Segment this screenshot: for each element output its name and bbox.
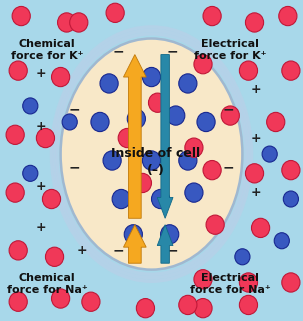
Circle shape (161, 225, 179, 244)
Circle shape (185, 138, 203, 157)
Circle shape (118, 128, 136, 148)
Circle shape (9, 241, 27, 260)
Circle shape (152, 189, 170, 209)
Circle shape (274, 233, 289, 249)
Text: +: + (35, 120, 46, 133)
Circle shape (221, 106, 239, 125)
Circle shape (23, 98, 38, 114)
Circle shape (12, 6, 30, 26)
Text: −: − (112, 243, 124, 257)
Circle shape (279, 6, 297, 26)
Circle shape (194, 299, 212, 318)
Text: Chemical
force for K⁺: Chemical force for K⁺ (11, 39, 83, 61)
Circle shape (45, 247, 64, 266)
Circle shape (106, 3, 124, 22)
Circle shape (133, 173, 152, 193)
Circle shape (100, 74, 118, 93)
Circle shape (124, 225, 142, 244)
Circle shape (179, 74, 197, 93)
Circle shape (52, 289, 70, 308)
Circle shape (206, 215, 224, 234)
Text: +: + (251, 132, 261, 144)
Circle shape (194, 270, 212, 289)
Circle shape (9, 61, 27, 80)
Text: Chemical
force for Na⁺: Chemical force for Na⁺ (7, 273, 87, 295)
Circle shape (136, 299, 155, 318)
Circle shape (167, 106, 185, 125)
Circle shape (6, 183, 24, 202)
Circle shape (103, 151, 121, 170)
Circle shape (112, 189, 130, 209)
FancyArrow shape (124, 225, 146, 263)
FancyArrow shape (124, 55, 146, 218)
Circle shape (9, 292, 27, 311)
Circle shape (251, 218, 270, 238)
Text: −: − (167, 243, 178, 257)
Circle shape (52, 67, 70, 87)
Text: Electrical
force for K⁺: Electrical force for K⁺ (194, 39, 267, 61)
Text: −: − (223, 102, 235, 116)
Circle shape (42, 189, 61, 209)
Circle shape (235, 249, 250, 265)
Circle shape (148, 93, 167, 112)
Circle shape (82, 292, 100, 311)
Circle shape (58, 13, 76, 32)
Text: Electrical
force for Na⁺: Electrical force for Na⁺ (190, 273, 271, 295)
Circle shape (179, 295, 197, 315)
Circle shape (282, 61, 300, 80)
Circle shape (127, 109, 145, 128)
Text: −: − (223, 160, 235, 174)
Text: −: − (112, 44, 124, 58)
Circle shape (62, 114, 77, 130)
Circle shape (185, 183, 203, 202)
Circle shape (23, 165, 38, 181)
Circle shape (70, 13, 88, 32)
Circle shape (6, 125, 24, 144)
Circle shape (203, 160, 221, 180)
Circle shape (239, 61, 258, 80)
Circle shape (239, 273, 258, 292)
Text: +: + (76, 244, 87, 257)
Circle shape (262, 146, 277, 162)
Circle shape (179, 151, 197, 170)
Circle shape (267, 112, 285, 132)
FancyArrow shape (157, 55, 173, 218)
Circle shape (91, 112, 109, 132)
Text: −: − (167, 44, 178, 58)
Text: +: + (35, 180, 46, 193)
Text: −: − (68, 160, 80, 174)
Circle shape (36, 128, 55, 148)
Circle shape (194, 55, 212, 74)
Text: Inside of cell
(–): Inside of cell (–) (112, 147, 201, 177)
Text: +: + (35, 221, 46, 234)
Circle shape (203, 6, 221, 26)
Text: +: + (251, 83, 261, 96)
Circle shape (283, 191, 298, 207)
Circle shape (282, 160, 300, 180)
Ellipse shape (61, 39, 242, 270)
Text: +: + (35, 67, 46, 80)
Text: +: + (251, 186, 261, 199)
FancyArrow shape (157, 225, 173, 263)
Circle shape (282, 273, 300, 292)
Circle shape (245, 13, 264, 32)
Circle shape (197, 112, 215, 132)
Text: −: − (68, 102, 80, 116)
Circle shape (245, 164, 264, 183)
Circle shape (239, 295, 258, 315)
Circle shape (142, 67, 161, 87)
Circle shape (142, 151, 161, 170)
